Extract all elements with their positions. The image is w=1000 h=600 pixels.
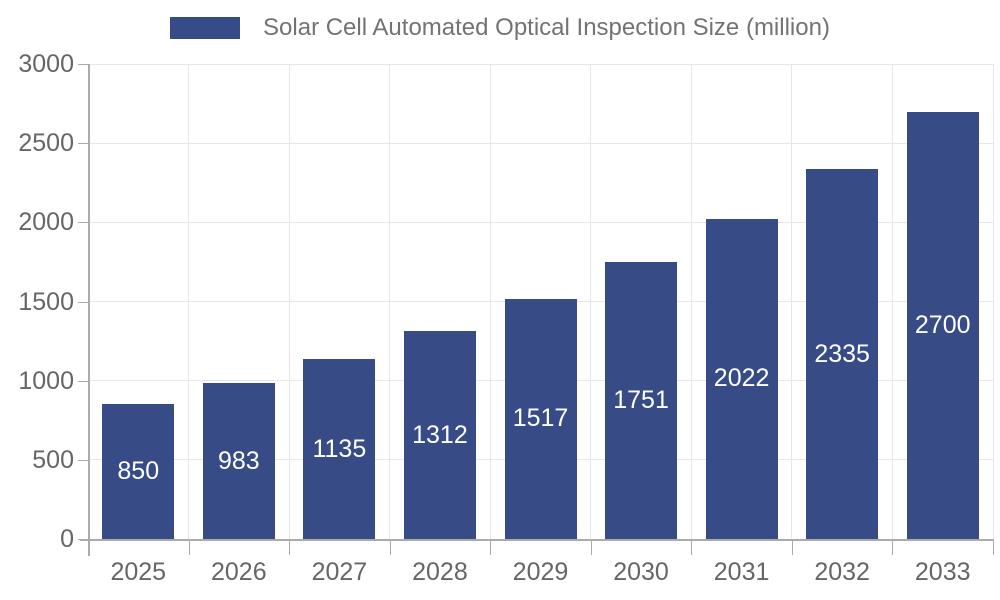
x-tick-label: 2031 (713, 558, 770, 586)
y-tick-label: 500 (32, 445, 74, 474)
y-axis-tick (78, 301, 88, 303)
bar-value-label: 1517 (512, 404, 569, 433)
legend-swatch (170, 17, 241, 39)
gridline-vertical (489, 64, 491, 539)
x-axis-tick (289, 539, 291, 555)
x-tick-label: 2032 (814, 558, 870, 586)
x-axis-line (80, 539, 993, 541)
gridline-vertical (188, 64, 190, 539)
x-axis-tick (791, 539, 793, 555)
y-tick-label: 2500 (18, 129, 74, 158)
x-tick-label: 2027 (311, 558, 368, 586)
gridline-vertical (891, 64, 893, 539)
bar-value-label: 983 (217, 446, 260, 475)
x-tick-label: 2029 (512, 558, 569, 586)
x-axis-tick (389, 539, 391, 555)
y-tick-label: 1000 (18, 366, 74, 395)
gridline-vertical (690, 64, 692, 539)
plot-area: 850 983 1135 1312 1517 1751 2022 2335 2700 (88, 63, 994, 539)
gridline-horizontal (88, 142, 993, 144)
gridline-horizontal (88, 221, 993, 223)
y-tick-label: 0 (60, 525, 74, 553)
x-axis-tick (490, 539, 492, 555)
bar-value-label: 1312 (412, 420, 468, 449)
bar-2030: 1751 (605, 261, 678, 539)
gridline-vertical (288, 64, 290, 539)
bar-value-label: 2700 (914, 310, 971, 339)
chart-legend: Solar Cell Automated Optical Inspection … (0, 14, 1000, 42)
y-axis-tick (78, 143, 88, 145)
bar-2025: 850 (102, 404, 175, 539)
gridline-vertical (389, 64, 391, 539)
y-tick-label: 3000 (18, 50, 74, 78)
x-tick-label: 2028 (412, 558, 468, 586)
bar-value-label: 2022 (713, 364, 770, 393)
bar-2029: 1517 (504, 298, 577, 539)
gridline-vertical (791, 64, 793, 539)
bar-2026: 983 (202, 383, 275, 539)
bar-2027: 1135 (303, 359, 376, 539)
x-tick-label: 2026 (211, 558, 267, 586)
x-axis-tick (590, 539, 592, 555)
bar-2031: 2022 (705, 218, 778, 539)
x-axis-tick (892, 539, 894, 555)
x-axis-tick (691, 539, 693, 555)
y-axis-tick (78, 64, 88, 65)
y-tick-label: 2000 (18, 208, 74, 237)
gridline-horizontal (88, 63, 993, 65)
legend-label: Solar Cell Automated Optical Inspection … (263, 14, 830, 41)
y-axis-tick (78, 380, 88, 382)
bar-2032: 2335 (806, 169, 879, 539)
y-axis-tick (78, 222, 88, 224)
bar-2033: 2700 (906, 111, 979, 539)
y-axis-tick (78, 539, 88, 540)
gridline-vertical (590, 64, 592, 539)
bar-value-label: 2335 (814, 339, 870, 368)
x-axis-tick (188, 539, 190, 555)
bar-2028: 1312 (403, 331, 476, 539)
x-tick-label: 2033 (914, 558, 971, 586)
x-axis-tick (88, 539, 89, 555)
bar-value-label: 1751 (613, 385, 669, 414)
x-tick-label: 2030 (613, 558, 669, 586)
bar-value-label: 1135 (312, 434, 367, 463)
y-axis-line (88, 64, 90, 556)
y-tick-label: 1500 (18, 287, 74, 316)
gridline-vertical (992, 64, 994, 539)
x-axis-tick (993, 539, 994, 555)
y-axis-tick (78, 459, 88, 461)
x-tick-label: 2025 (110, 558, 167, 586)
bar-value-label: 850 (117, 457, 160, 486)
